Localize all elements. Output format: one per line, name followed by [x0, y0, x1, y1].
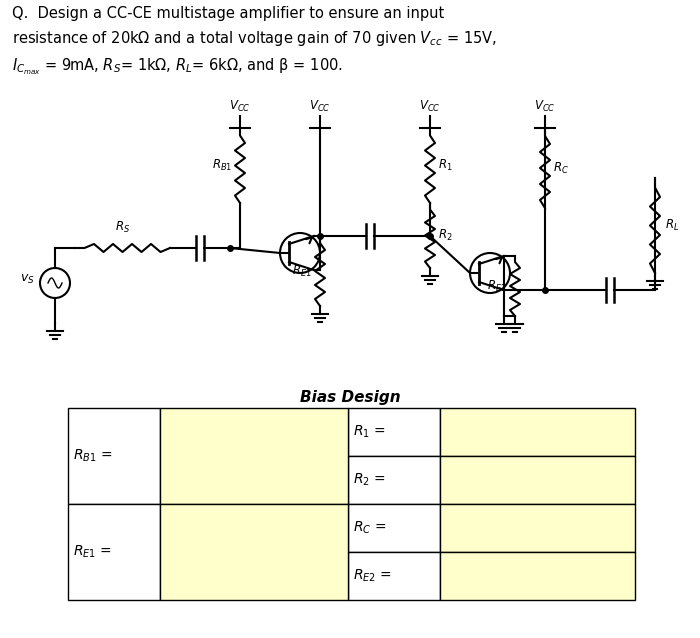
- Text: $R_1$ =: $R_1$ =: [353, 424, 386, 440]
- FancyBboxPatch shape: [440, 552, 635, 600]
- Text: $R_{E2}$ =: $R_{E2}$ =: [353, 568, 392, 584]
- Text: $V_{CC}$: $V_{CC}$: [419, 99, 441, 114]
- Text: $v_S$: $v_S$: [20, 272, 35, 286]
- Text: $R_2$ =: $R_2$ =: [353, 471, 386, 488]
- FancyBboxPatch shape: [68, 408, 160, 504]
- FancyBboxPatch shape: [348, 504, 440, 552]
- Text: $R_{E1}$ =: $R_{E1}$ =: [73, 544, 112, 560]
- Text: $R_L$: $R_L$: [665, 218, 679, 233]
- Text: $V_{CC}$: $V_{CC}$: [229, 99, 251, 114]
- Text: $R_{B1}$ =: $R_{B1}$ =: [73, 448, 113, 464]
- Text: $R_{E2}$: $R_{E2}$: [487, 278, 507, 293]
- Text: $R_{E1}$: $R_{E1}$: [292, 263, 312, 279]
- FancyBboxPatch shape: [440, 456, 635, 504]
- FancyBboxPatch shape: [440, 408, 635, 456]
- FancyBboxPatch shape: [348, 552, 440, 600]
- FancyBboxPatch shape: [348, 456, 440, 504]
- Text: $R_2$: $R_2$: [438, 228, 453, 243]
- FancyBboxPatch shape: [68, 504, 160, 600]
- Text: $V_{CC}$: $V_{CC}$: [309, 99, 331, 114]
- Text: $R_S$: $R_S$: [115, 220, 130, 235]
- FancyBboxPatch shape: [440, 504, 635, 552]
- Text: $R_C$ =: $R_C$ =: [353, 520, 386, 536]
- Text: Q.  Design a CC-CE multistage amplifier to ensure an input
resistance of 20kΩ an: Q. Design a CC-CE multistage amplifier t…: [12, 6, 497, 77]
- FancyBboxPatch shape: [348, 408, 440, 456]
- Text: $V_{CC}$: $V_{CC}$: [534, 99, 556, 114]
- Text: $R_C$: $R_C$: [553, 160, 569, 175]
- Text: $R_1$: $R_1$: [438, 158, 453, 173]
- Text: $R_{B1}$: $R_{B1}$: [211, 158, 232, 173]
- Text: Bias Design: Bias Design: [300, 390, 400, 405]
- FancyBboxPatch shape: [160, 504, 348, 600]
- FancyBboxPatch shape: [160, 408, 348, 504]
